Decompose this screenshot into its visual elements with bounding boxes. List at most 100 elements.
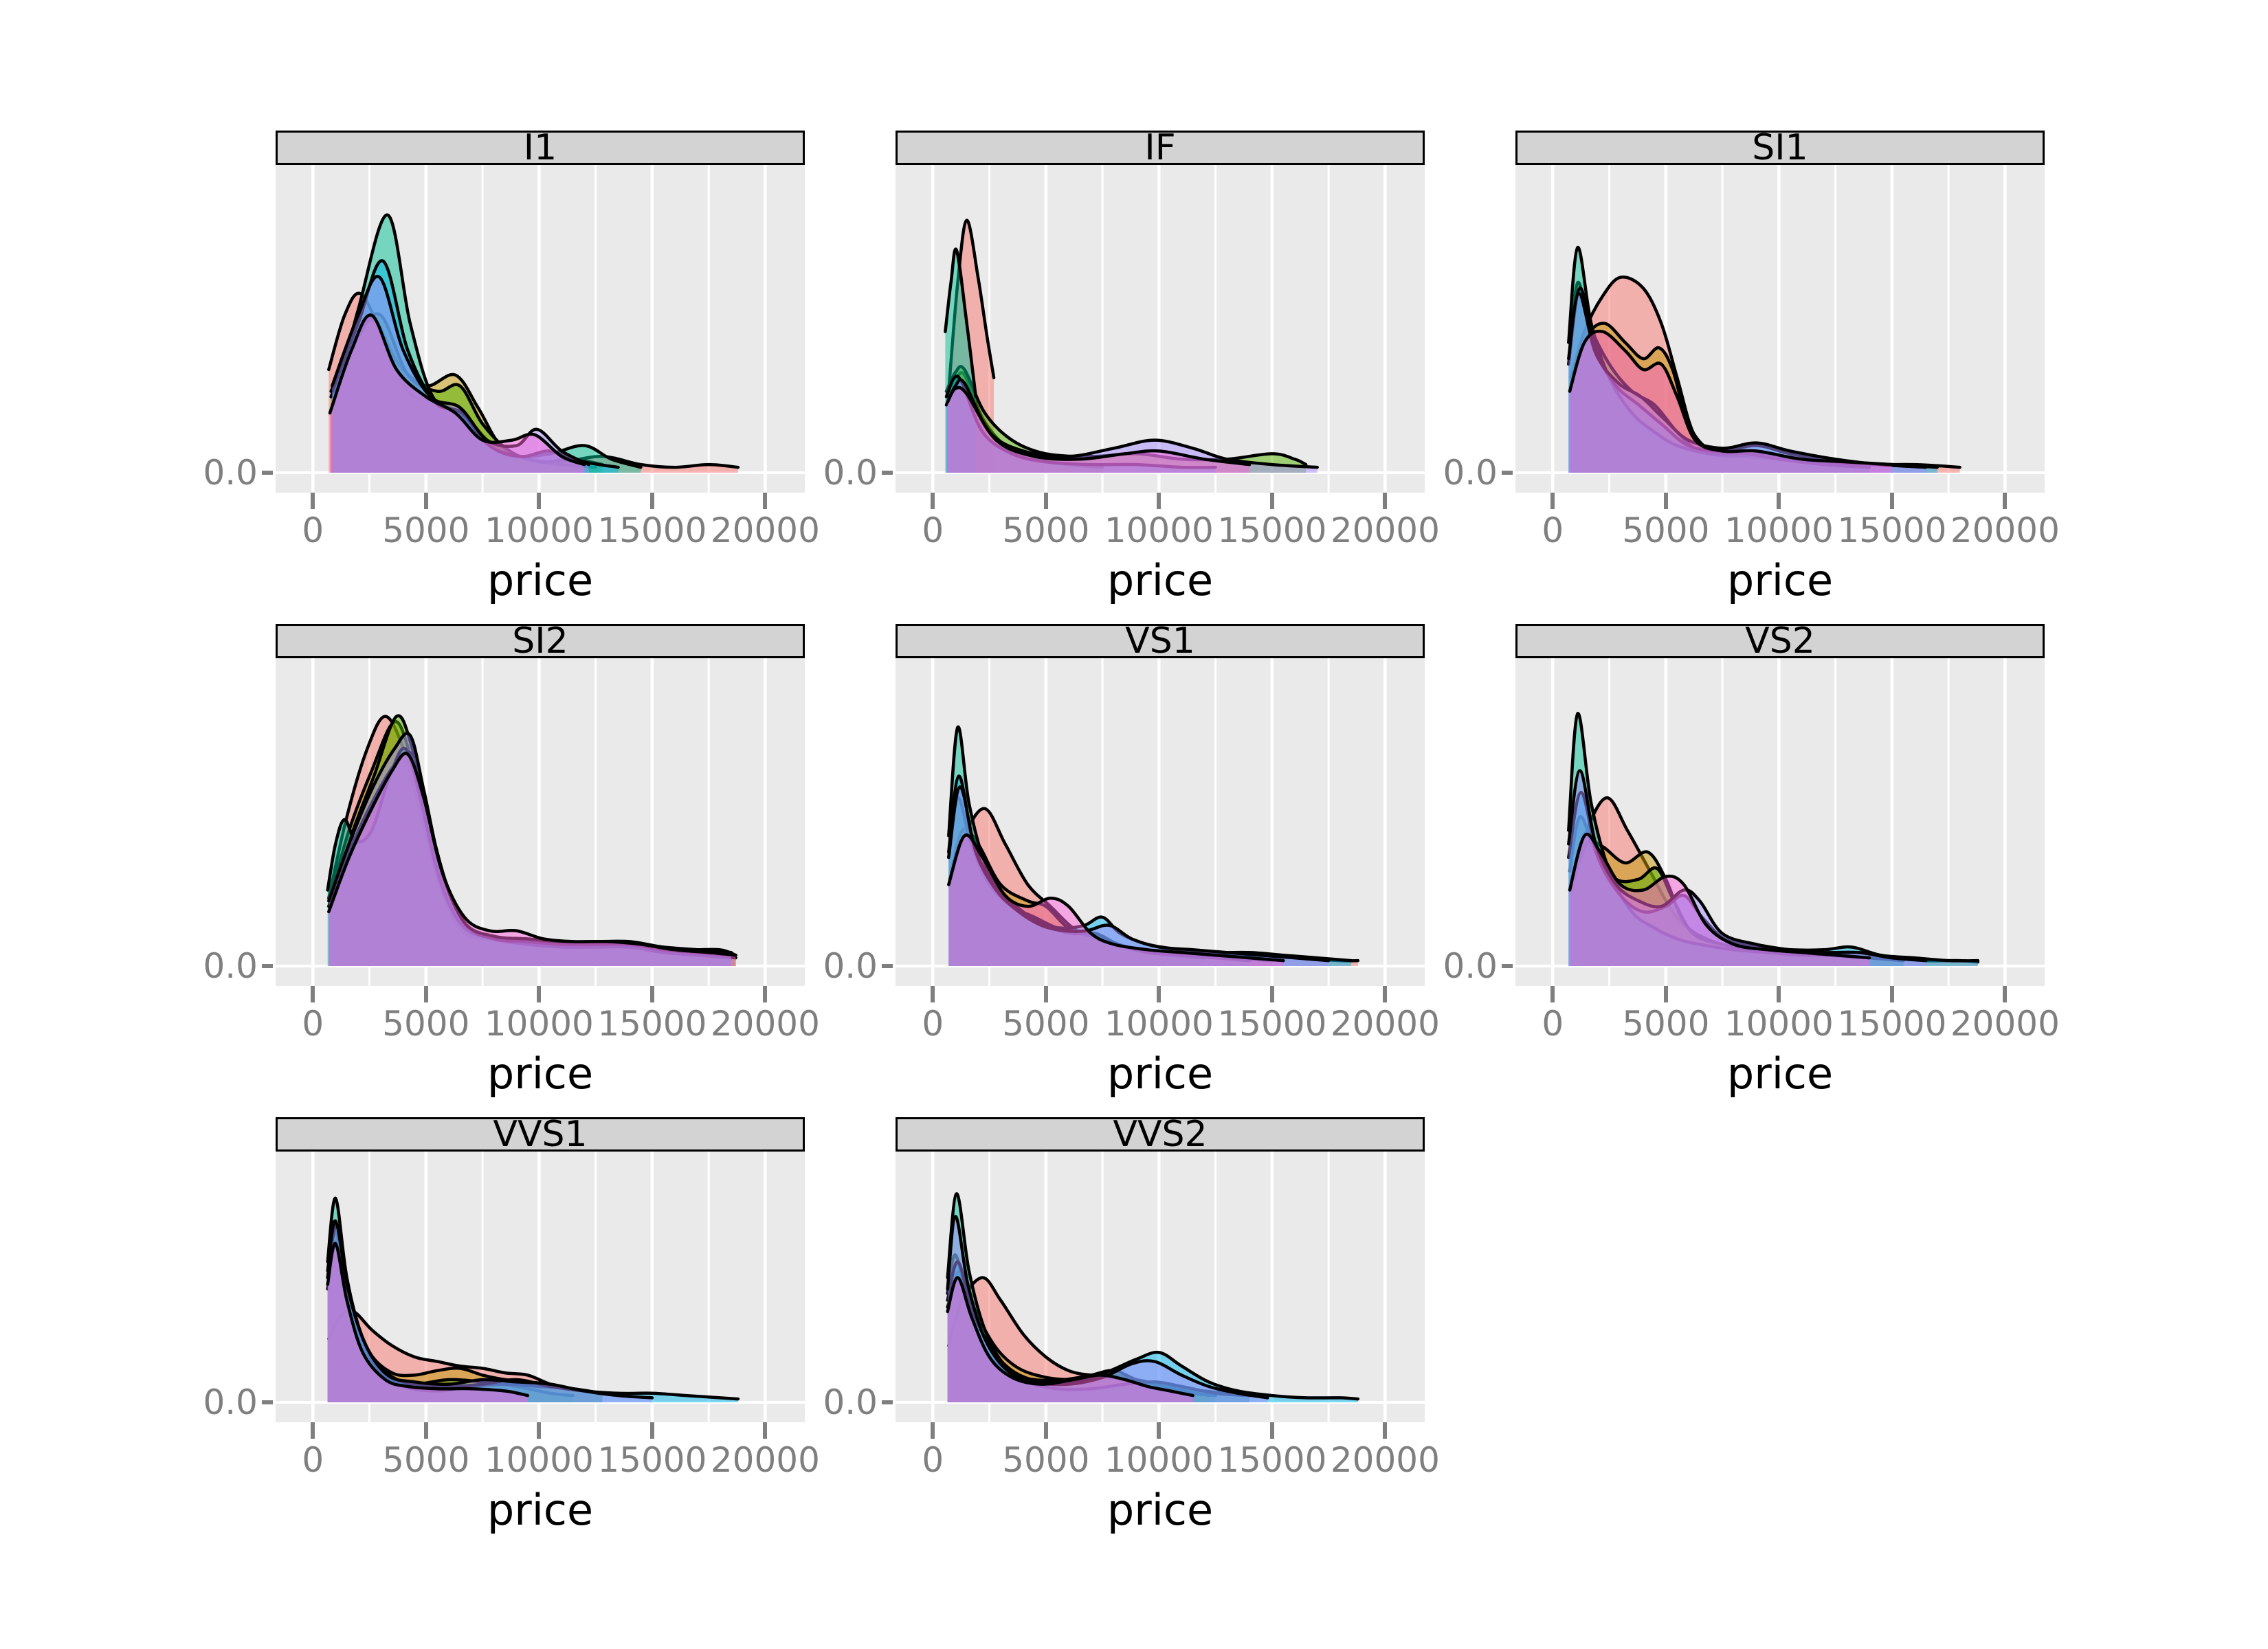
facet-strip: VVS2 bbox=[896, 1117, 1425, 1152]
x-axis-tick-15000 bbox=[649, 986, 654, 1002]
density-curve-if-s4 bbox=[944, 247, 978, 399]
y-axis-tick bbox=[262, 471, 273, 475]
density-curve-vs1-s7 bbox=[947, 833, 1285, 963]
facet-strip-label: VVS2 bbox=[1113, 1114, 1208, 1155]
facet-strip-label: VS1 bbox=[1125, 620, 1195, 662]
x-axis-tick-label-20000: 20000 bbox=[1950, 511, 2060, 550]
y-axis-tick bbox=[262, 964, 273, 968]
x-axis-tick-20000 bbox=[2003, 493, 2008, 509]
x-axis-tick-20000 bbox=[763, 493, 768, 509]
facet-i1: I1 0.0 0 5000 10000 15000 20000 price bbox=[196, 127, 819, 637]
density-area-vs1-s7 bbox=[948, 835, 1284, 966]
x-axis-tick-10000 bbox=[537, 1422, 542, 1439]
x-axis-tick-15000 bbox=[1269, 986, 1274, 1002]
x-axis-tick-5000 bbox=[423, 493, 428, 509]
x-axis-tick-20000 bbox=[1383, 493, 1388, 509]
y-axis-zero-label: 0.0 bbox=[203, 1382, 258, 1422]
density-area-vs2-s7 bbox=[1570, 834, 1869, 966]
y-axis-tick bbox=[882, 964, 893, 968]
y-axis-tick bbox=[882, 471, 893, 475]
x-axis-tick-label-5000: 5000 bbox=[382, 511, 470, 550]
x-axis-tick-10000 bbox=[1777, 986, 1781, 1002]
facet-strip-label: I1 bbox=[523, 127, 557, 168]
x-axis-tick-label-10000: 10000 bbox=[1104, 1440, 1214, 1480]
facet-strip-label: VVS1 bbox=[493, 1114, 588, 1155]
x-axis-tick-0 bbox=[311, 493, 315, 509]
x-axis-tick-label-5000: 5000 bbox=[1622, 511, 1710, 550]
x-axis-tick-label-15000: 15000 bbox=[597, 511, 707, 550]
density-curve-si2-s7 bbox=[327, 752, 737, 957]
x-axis-tick-5000 bbox=[423, 1422, 428, 1439]
facet-if: IF 0.0 0 5000 10000 15000 20000 price bbox=[816, 130, 1439, 637]
facet-panel bbox=[1515, 165, 2045, 493]
x-axis-tick-label-10000: 10000 bbox=[484, 511, 594, 550]
x-axis-tick-20000 bbox=[763, 986, 768, 1002]
x-axis-tick-label-20000: 20000 bbox=[710, 1004, 820, 1044]
facet-panel bbox=[896, 658, 1425, 986]
x-axis-tick-15000 bbox=[1269, 1422, 1274, 1439]
density-curve-vvs2-s7 bbox=[946, 1276, 1194, 1398]
x-axis-tick-15000 bbox=[649, 493, 654, 509]
facet-strip: SI1 bbox=[1515, 127, 2045, 168]
x-axis-tick-5000 bbox=[1043, 493, 1048, 509]
x-axis-title: price bbox=[487, 555, 594, 605]
x-axis-tick-0 bbox=[1550, 986, 1555, 1002]
x-axis-tick-label-15000: 15000 bbox=[1217, 511, 1327, 550]
x-axis-title: price bbox=[487, 1485, 594, 1535]
x-axis-title: price bbox=[1726, 555, 1834, 605]
facet-vs2: VS2 0.0 0 5000 10000 15000 20000 price bbox=[1436, 620, 2059, 1130]
x-axis-tick-0 bbox=[1550, 493, 1555, 509]
x-axis-tick-label-5000: 5000 bbox=[1002, 1004, 1090, 1044]
facet-strip-label: VS2 bbox=[1745, 620, 1815, 662]
facet-strip: I1 bbox=[276, 127, 805, 168]
density-curve-vvs1-s7 bbox=[326, 1242, 530, 1398]
x-axis-tick-5000 bbox=[1663, 986, 1668, 1002]
x-axis-tick-label-10000: 10000 bbox=[1104, 511, 1214, 550]
facet-strip: IF bbox=[896, 130, 1425, 166]
facet-panel bbox=[276, 165, 805, 493]
density-curve-i1-s6 bbox=[331, 275, 590, 467]
density-area-vvs2-s7 bbox=[947, 1277, 1193, 1402]
y-axis-zero-label: 0.0 bbox=[203, 453, 258, 493]
y-axis-zero-label: 0.0 bbox=[823, 946, 878, 986]
x-axis-tick-label-15000: 15000 bbox=[597, 1440, 707, 1480]
x-axis-tick-label-15000: 15000 bbox=[1837, 511, 1947, 550]
y-axis-tick bbox=[1502, 964, 1513, 968]
x-axis-tick-label-20000: 20000 bbox=[710, 511, 820, 550]
density-curve-if-s6 bbox=[944, 378, 1319, 469]
x-axis-tick-20000 bbox=[2003, 986, 2008, 1002]
x-axis-tick-20000 bbox=[1383, 986, 1388, 1002]
x-axis-tick-label-5000: 5000 bbox=[1622, 1004, 1710, 1044]
x-axis-tick-label-5000: 5000 bbox=[382, 1440, 470, 1480]
density-area-i1-s7 bbox=[330, 315, 585, 473]
x-axis-tick-10000 bbox=[537, 493, 542, 509]
density-area-if-s7 bbox=[947, 387, 1249, 473]
x-axis-title: price bbox=[1726, 1048, 1834, 1099]
facet-strip-label: SI1 bbox=[1752, 127, 1808, 168]
facet-strip: VS2 bbox=[1515, 620, 2045, 662]
x-axis-tick-label-5000: 5000 bbox=[1002, 511, 1090, 550]
density-area-si2-s7 bbox=[329, 753, 736, 966]
x-axis-tick-15000 bbox=[1889, 986, 1894, 1002]
x-axis-tick-label-20000: 20000 bbox=[1330, 1440, 1440, 1480]
x-axis-tick-0 bbox=[931, 1422, 935, 1439]
x-axis-tick-10000 bbox=[1777, 493, 1781, 509]
y-axis-tick bbox=[1502, 471, 1513, 475]
x-axis-tick-0 bbox=[931, 986, 935, 1002]
x-axis-tick-label-15000: 15000 bbox=[1217, 1004, 1327, 1044]
density-area-vvs1-s7 bbox=[327, 1243, 528, 1402]
x-axis-tick-15000 bbox=[1889, 493, 1894, 509]
x-axis-title: price bbox=[1107, 555, 1214, 605]
facet-strip: SI2 bbox=[276, 623, 805, 659]
facet-strip: VVS1 bbox=[276, 1117, 805, 1152]
facet-panel bbox=[276, 658, 805, 986]
x-axis-tick-label-0: 0 bbox=[922, 511, 944, 550]
facet-vs1: VS1 0.0 0 5000 10000 15000 20000 price bbox=[816, 620, 1439, 1130]
x-axis-tick-5000 bbox=[1043, 986, 1048, 1002]
x-axis-title: price bbox=[1107, 1048, 1214, 1099]
y-axis-tick bbox=[262, 1400, 273, 1404]
density-curve-vs2-s7 bbox=[1568, 833, 1871, 960]
x-axis-tick-label-15000: 15000 bbox=[597, 1004, 707, 1044]
density-curve-if-s7 bbox=[946, 385, 1252, 467]
